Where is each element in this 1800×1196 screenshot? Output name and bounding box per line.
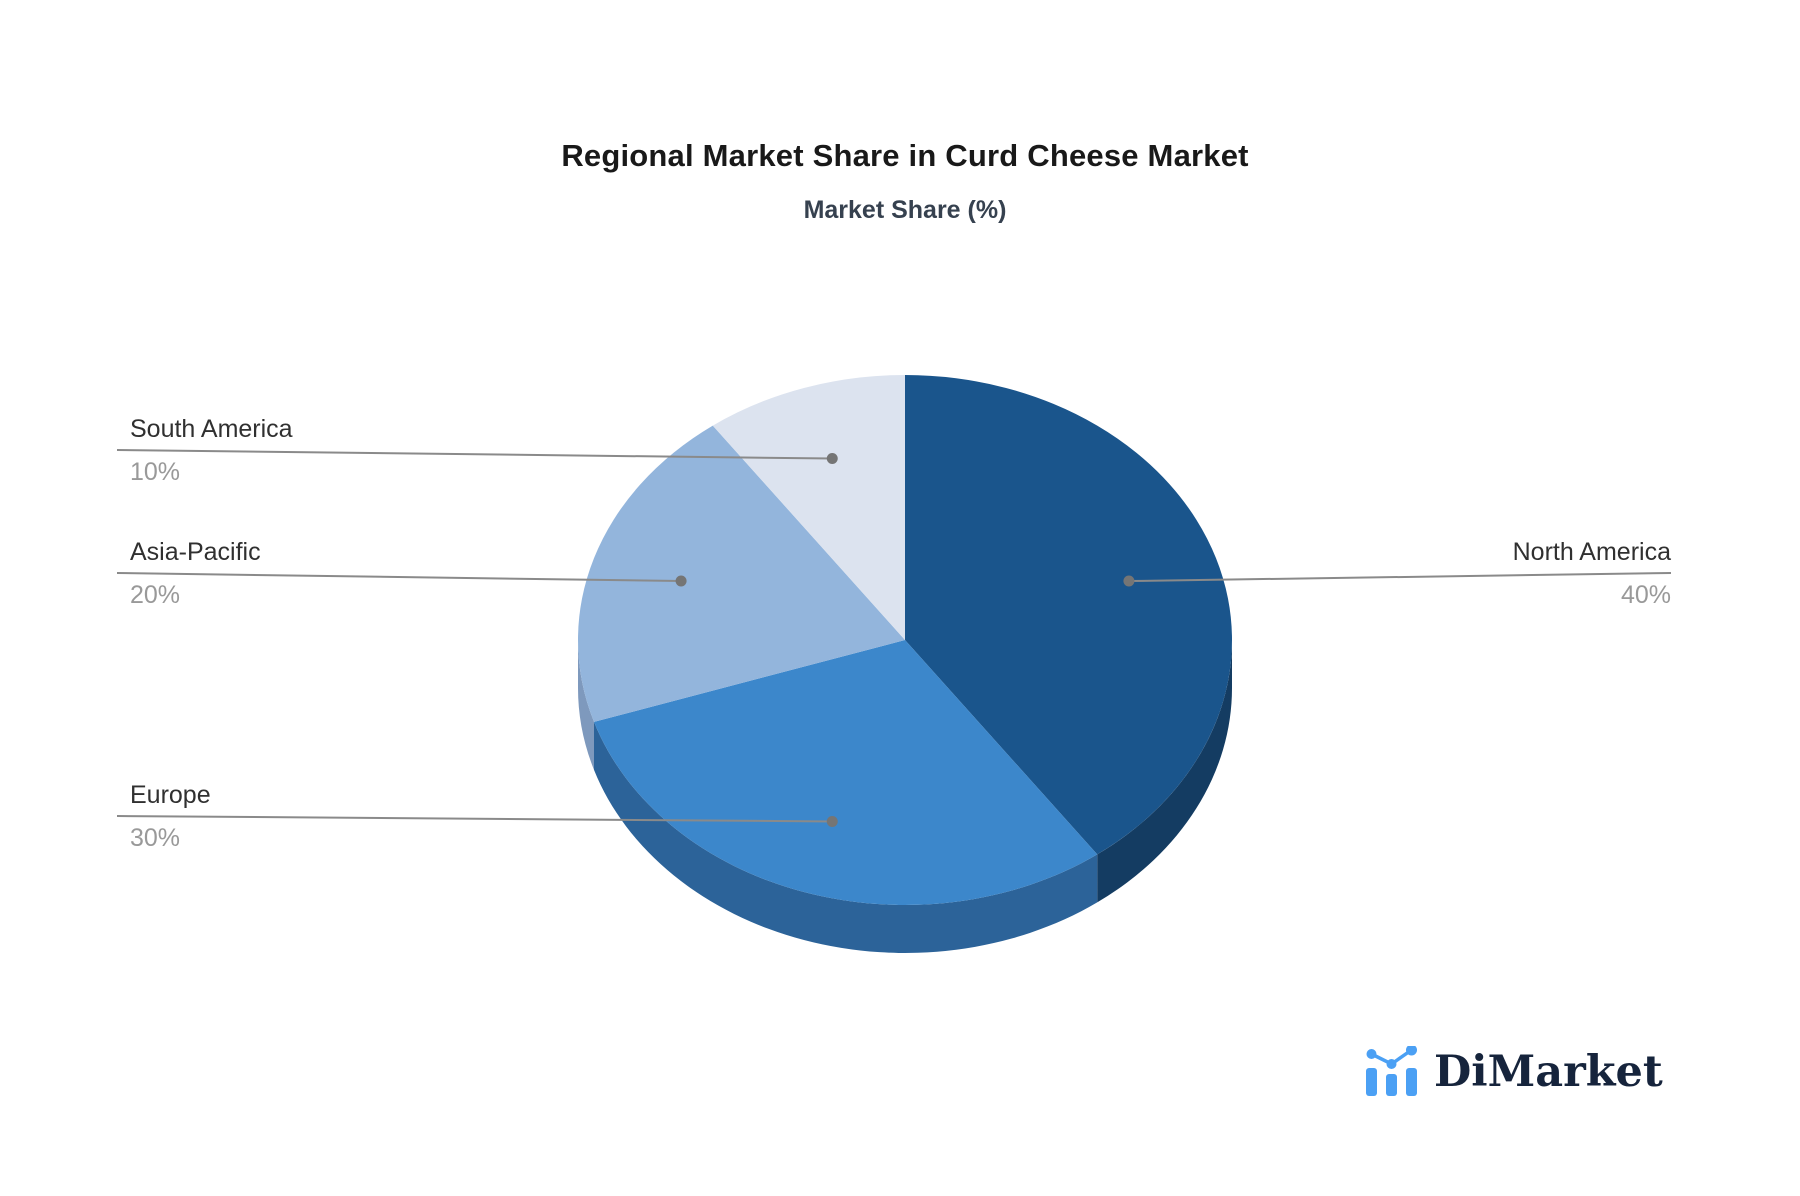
pie-slice-north-america [905,375,1232,855]
pie-slice-europe [594,640,1098,906]
pie-slice-south-america [712,375,905,640]
pie-slice-side-north-america [1097,640,1232,903]
slice-percentage: 40% [1620,581,1671,609]
slice-label: South America [130,415,293,443]
leader-line-asia-pacific [116,572,682,583]
slice-label: Europe [130,781,211,809]
slice-percentage: 30% [130,824,181,852]
leader-line-north-america [1128,572,1672,583]
callout-europe: Europe 30% [130,780,211,853]
callout-north-america: North America 40% [1171,537,1671,610]
pie-slice-side-asia-pacific [578,640,595,770]
callout-south-america: South America 10% [130,414,293,487]
slice-label: North America [1512,538,1671,566]
slice-percentage: 20% [130,581,181,609]
chart-subtitle: Market Share (%) [803,196,1007,224]
pie-slice-side-europe [594,721,1098,954]
bar-chart-icon [1366,1046,1417,1096]
slice-label: Asia-Pacific [130,538,261,566]
leader-line-south-america [116,449,833,460]
chart-title: Regional Market Share in Curd Cheese Mar… [561,138,1249,173]
callout-asia-pacific: Asia-Pacific 20% [130,537,261,610]
slice-percentage: 10% [130,458,181,486]
brand-name: DiMarket [1434,1047,1663,1097]
pie-slice-asia-pacific [578,425,905,722]
leader-dot-north-america [1123,575,1135,587]
leader-dot-south-america [826,453,838,465]
leader-line-europe [116,815,833,823]
leader-dot-asia-pacific [675,575,687,587]
brand-logo: DiMarket [1362,1040,1663,1098]
leader-dot-europe [826,815,838,827]
